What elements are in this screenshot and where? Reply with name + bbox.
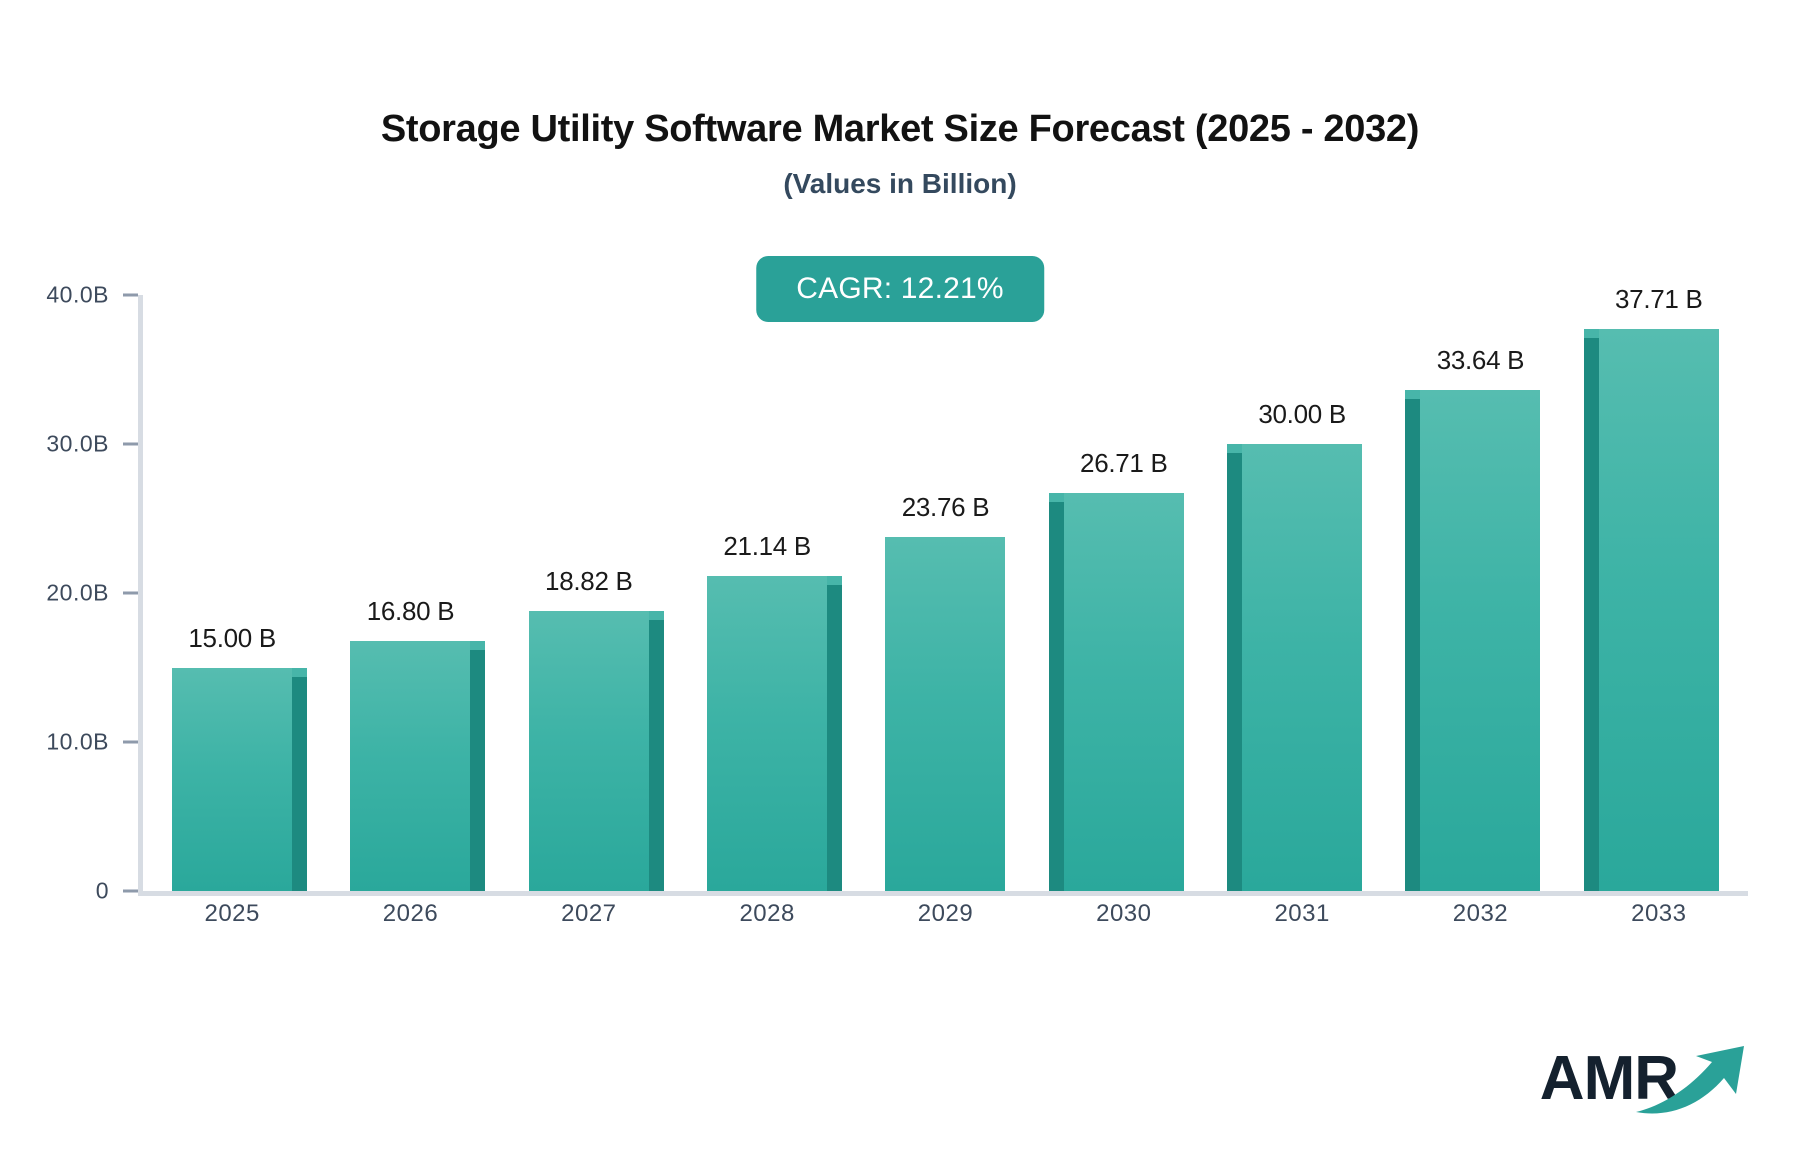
y-tick: 30.0B	[46, 431, 138, 458]
bar-side-face	[1048, 502, 1064, 891]
bar-2033[interactable]: 37.71 B	[1583, 284, 1719, 891]
x-axis-ticks: 2025 2026 2027 2028 2029 2030 2031 2032 2033	[143, 900, 1748, 928]
bar-value-label: 23.76 B	[901, 491, 990, 522]
bar-2025[interactable]: 15.00 B	[172, 623, 308, 891]
x-tick-label: 2026	[382, 900, 439, 927]
bar-slot: 33.64 B	[1391, 295, 1569, 891]
bar-slot: 18.82 B	[500, 295, 678, 891]
x-tick-label: 2031	[1274, 900, 1330, 927]
title-block: Storage Utility Software Market Size For…	[0, 108, 1800, 200]
bar-front-face	[1242, 444, 1363, 891]
bar-top-face	[1048, 493, 1064, 503]
bar-side-face	[292, 676, 308, 891]
y-tick-mark	[123, 293, 138, 297]
bar-side-face	[1405, 398, 1421, 891]
y-tick: 10.0B	[46, 729, 138, 756]
bar-top-face	[292, 667, 308, 677]
x-tick-label: 2030	[1096, 900, 1152, 927]
y-tick-mark	[123, 442, 138, 446]
bar-front-face	[1063, 493, 1184, 891]
bar-top-face	[470, 640, 486, 650]
bar-slot: 23.76 B	[856, 295, 1034, 891]
bar-side-face	[648, 619, 664, 891]
bar-2026[interactable]: 16.80 B	[350, 596, 486, 891]
bar-front-face	[528, 610, 649, 891]
bar-value-label: 16.80 B	[366, 595, 455, 626]
y-tick-label: 20.0B	[46, 579, 109, 606]
bar-front-face	[707, 576, 828, 891]
bar-value-label: 15.00 B	[188, 622, 276, 653]
bar-value-label: 37.71 B	[1615, 284, 1703, 315]
x-tick-label: 2025	[204, 900, 260, 927]
bar-value-label: 18.82 B	[545, 565, 633, 596]
bar-top-face	[648, 610, 664, 620]
y-tick-mark	[123, 591, 138, 595]
bar-2032[interactable]: 33.64 B	[1405, 345, 1541, 891]
bar-slot: 15.00 B	[143, 295, 321, 891]
bar-top-face	[827, 576, 843, 586]
bar-2031[interactable]: 30.00 B	[1227, 399, 1363, 891]
bar-2030[interactable]: 26.71 B	[1048, 448, 1184, 891]
bar-side-face	[827, 585, 843, 891]
bar-front-face	[1598, 329, 1719, 891]
y-tick-mark	[123, 740, 138, 744]
y-tick: 20.0B	[46, 580, 138, 607]
x-tick-label: 2033	[1631, 900, 1687, 927]
amr-logo: AMR	[1540, 1036, 1752, 1122]
y-tick-label: 0	[95, 877, 109, 904]
bar-value-label: 33.64 B	[1436, 344, 1525, 375]
bar-2029[interactable]: 23.76 B	[885, 492, 1006, 891]
bar-front-face	[885, 536, 1006, 891]
y-tick: 0	[96, 878, 138, 905]
bar-slot: 21.14 B	[678, 295, 856, 891]
page-subtitle: (Values in Billion)	[783, 167, 1017, 199]
bar-top-face	[1227, 444, 1243, 453]
x-tick-label: 2029	[917, 900, 974, 927]
bar-slot: 16.80 B	[321, 295, 499, 891]
y-tick-label: 30.0B	[46, 430, 109, 457]
growth-arrow-icon	[1632, 1040, 1752, 1125]
page-title: Storage Utility Software Market Size For…	[380, 108, 1420, 150]
bar-value-label: 21.14 B	[723, 531, 811, 562]
bar-side-face	[470, 649, 486, 891]
cagr-badge: CAGR: 12.21%	[756, 256, 1044, 322]
bar-front-face	[350, 640, 471, 891]
x-tick-label: 2032	[1452, 900, 1509, 927]
bar-series: 15.00 B 16.80 B 18.82 B 21.14 B 23.76 B 26.71…	[143, 284, 1748, 891]
bar-top-face	[1583, 329, 1599, 339]
y-axis-line	[138, 295, 143, 891]
plot-area: 0 10.0B 20.0B 30.0B 40.0B 15.00 B 16.80 B 18.8…	[46, 282, 1748, 904]
bar-2028[interactable]: 21.14 B	[707, 531, 843, 891]
bar-top-face	[1405, 389, 1421, 399]
bar-value-label: 26.71 B	[1080, 448, 1168, 479]
bar-side-face	[1583, 338, 1599, 891]
x-tick-label: 2027	[561, 900, 617, 927]
logo-wordmark: AMR	[1539, 1044, 1679, 1113]
bar-front-face	[1420, 389, 1541, 891]
bar-slot: 30.00 B	[1213, 295, 1391, 891]
bar-side-face	[1227, 453, 1243, 891]
x-tick-label: 2028	[739, 900, 795, 927]
bar-value-label: 30.00 B	[1258, 399, 1346, 429]
bar-2027[interactable]: 18.82 B	[528, 566, 664, 891]
bar-slot: 26.71 B	[1035, 295, 1213, 891]
x-axis-line	[138, 891, 1748, 896]
y-tick-label: 40.0B	[46, 281, 109, 308]
bar-slot: 37.71 B	[1570, 284, 1748, 891]
y-tick-mark	[123, 889, 138, 893]
y-tick-label: 10.0B	[46, 728, 109, 755]
y-tick: 40.0B	[46, 282, 138, 309]
bar-front-face	[172, 667, 293, 891]
